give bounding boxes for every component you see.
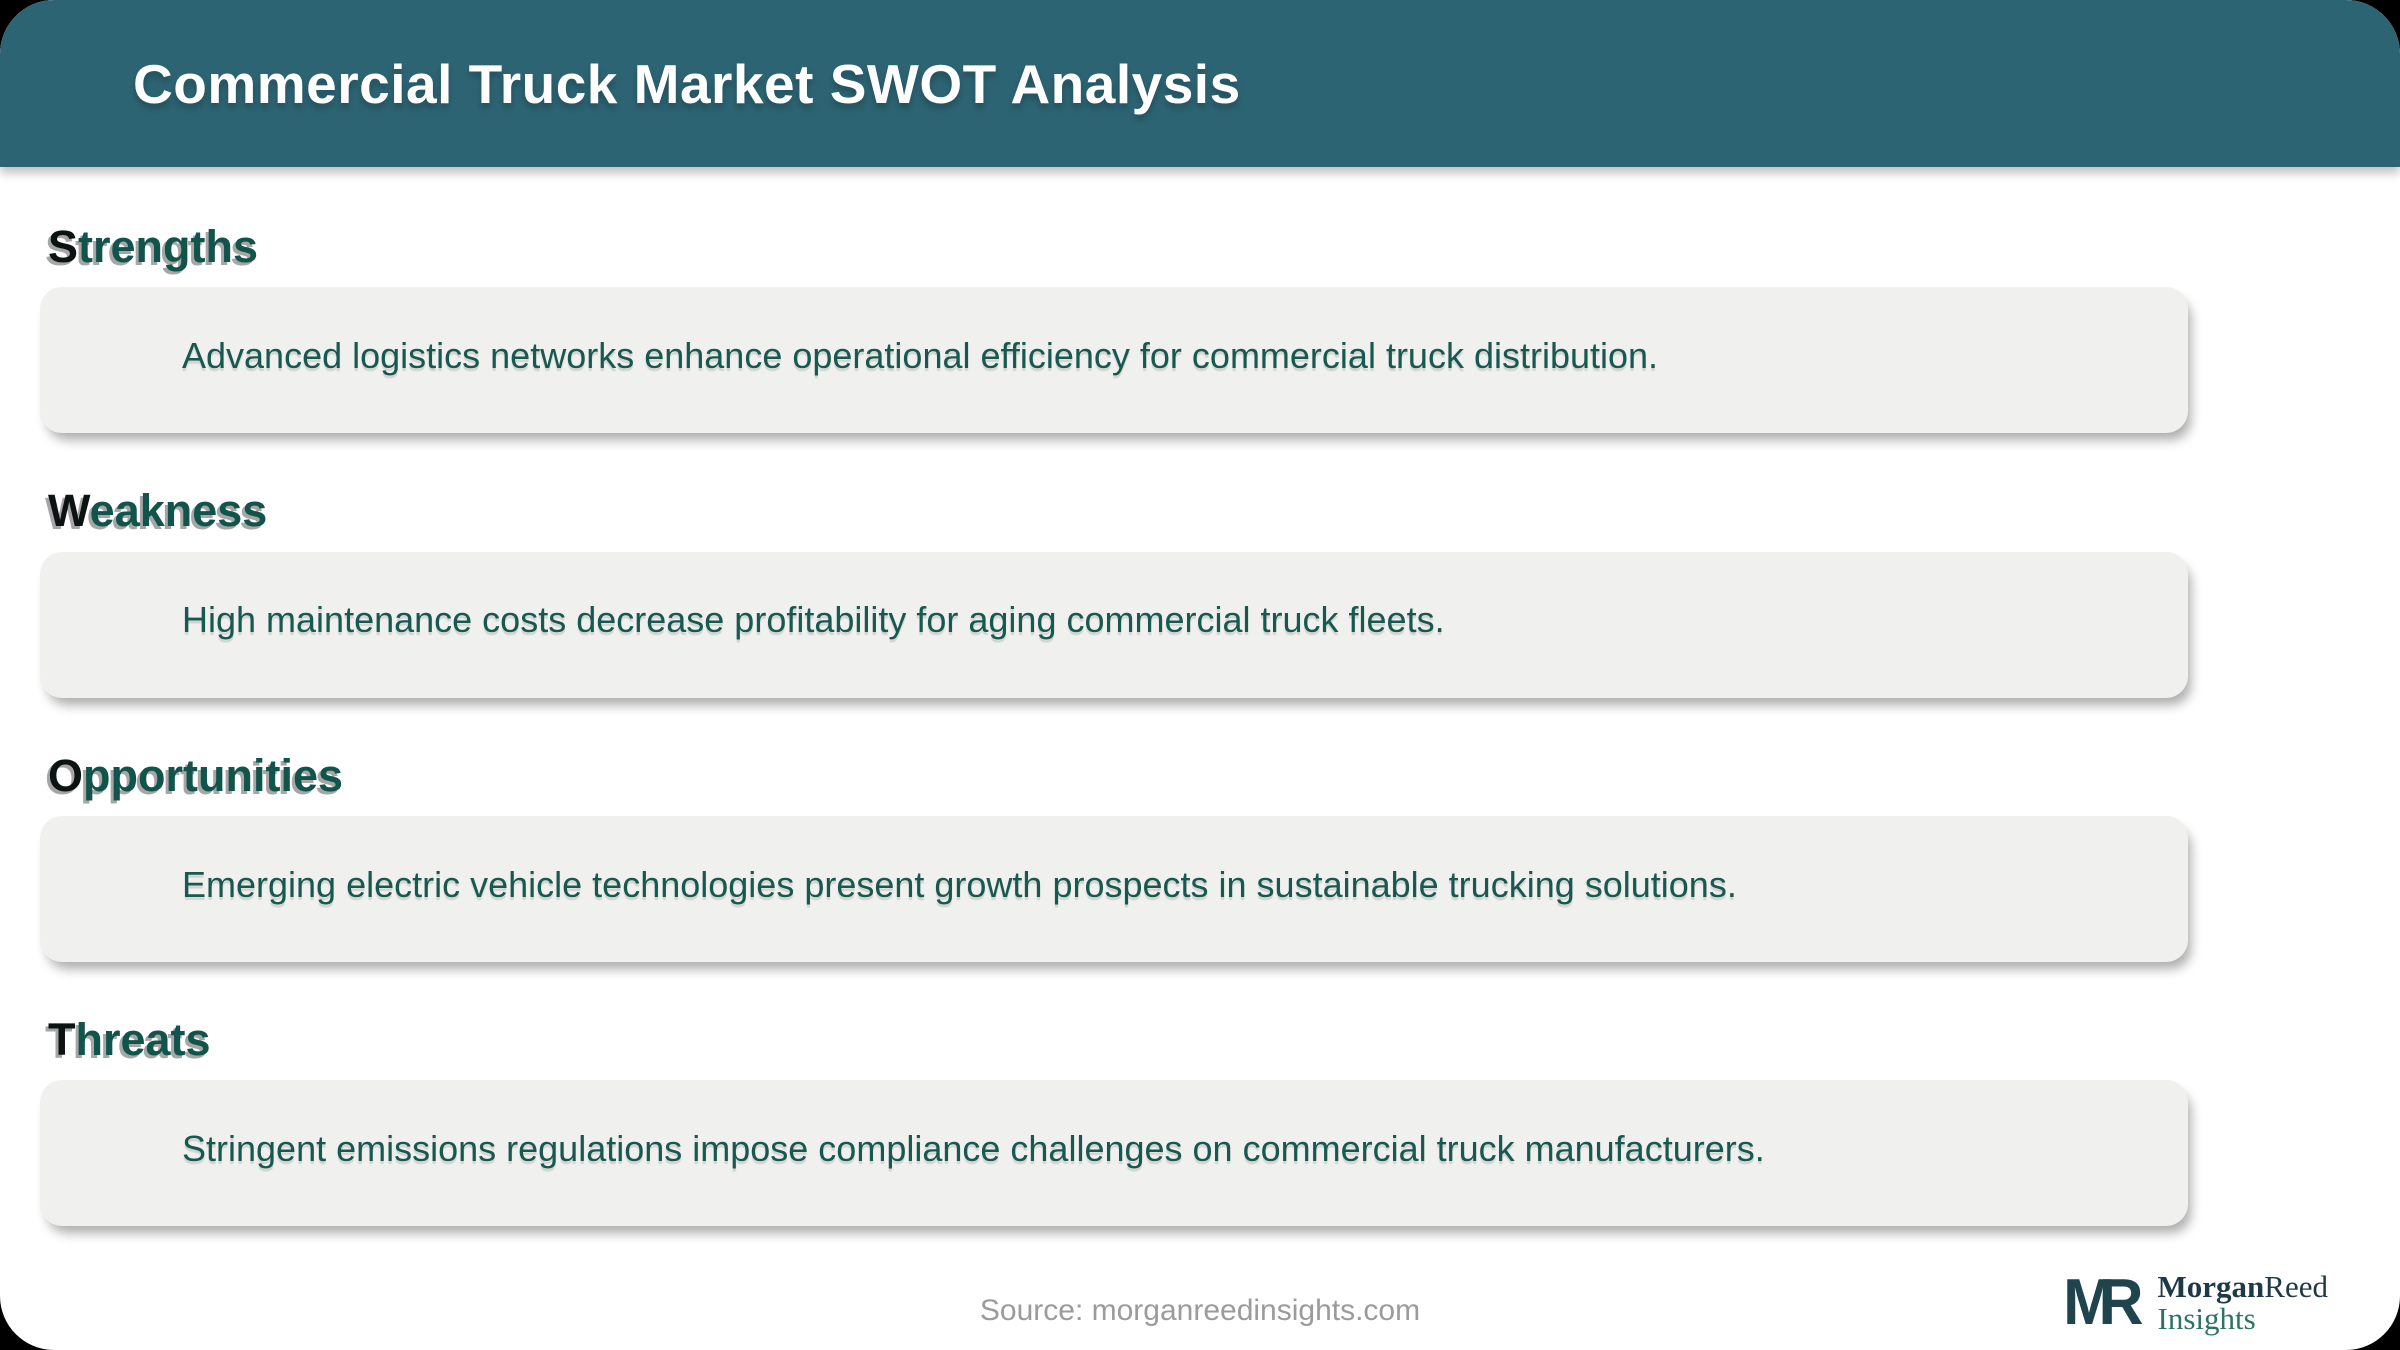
section-opportunities: Opportunities Emerging electric vehicle … (40, 748, 2188, 962)
swot-sections: Strengths Advanced logistics networks en… (0, 167, 2400, 1226)
header-bar: Commercial Truck Market SWOT Analysis (0, 0, 2400, 167)
logo-brand-name: MorganReed (2157, 1268, 2328, 1304)
threats-heading: Threats (48, 1013, 211, 1065)
strengths-box: Advanced logistics networks enhance oper… (40, 287, 2188, 434)
logo-brand-regular: Reed (2264, 1268, 2328, 1304)
strengths-heading: Strengths (48, 221, 259, 272)
page-title: Commercial Truck Market SWOT Analysis (133, 52, 1241, 115)
morganreed-logo: MR MorganReed Insights (2063, 1266, 2328, 1340)
opportunities-box: Emerging electric vehicle technologies p… (40, 815, 2188, 962)
weakness-text: High maintenance costs decrease profitab… (182, 599, 1445, 641)
threats-box: Stringent emissions regulations impose c… (40, 1080, 2188, 1226)
opportunities-text: Emerging electric vehicle technologies p… (182, 863, 1737, 905)
section-strengths: Strengths Advanced logistics networks en… (40, 219, 2188, 434)
section-weakness: Weakness High maintenance costs decrease… (40, 483, 2188, 698)
weakness-heading: Weakness (48, 485, 268, 537)
logo-brand-bold: Morgan (2157, 1268, 2265, 1304)
logo-tagline: Insights (2157, 1301, 2256, 1337)
weakness-box: High maintenance costs decrease profitab… (40, 551, 2188, 698)
opportunities-heading: Opportunities (48, 749, 343, 801)
section-threats: Threats Stringent emissions regulations … (40, 1012, 2188, 1226)
mr-monogram-icon: MR (2063, 1266, 2144, 1340)
threats-text: Stringent emissions regulations impose c… (182, 1127, 1765, 1169)
logo-wordmark: MorganReed Insights (2157, 1268, 2328, 1337)
source-attribution: Source: morganreedinsights.com (979, 1294, 1421, 1327)
strengths-text: Advanced logistics networks enhance oper… (182, 335, 1659, 377)
